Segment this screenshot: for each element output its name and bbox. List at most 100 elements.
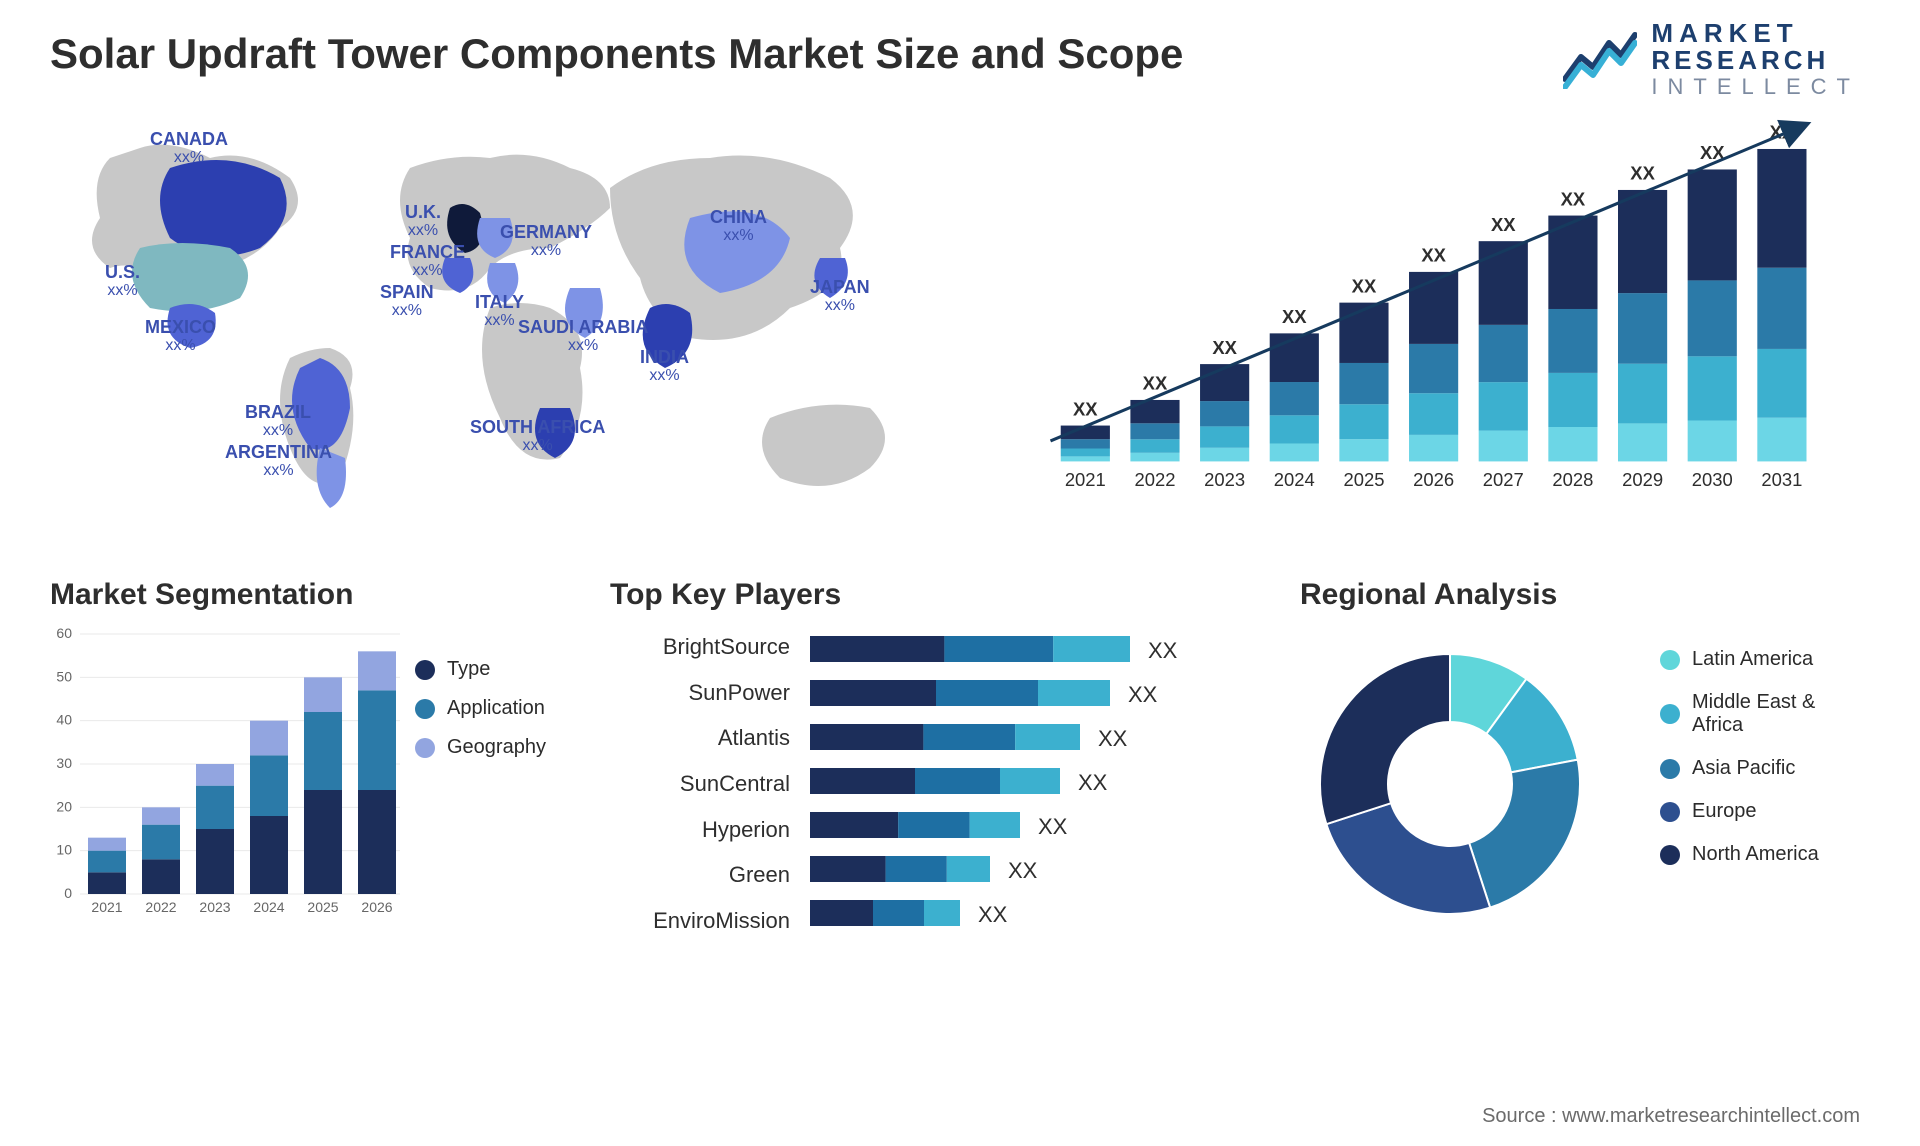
top-row: CANADAxx% U.S.xx%MEXICOxx% U.K.xx% FRANCExx… bbox=[50, 98, 1870, 538]
svg-text:2022: 2022 bbox=[145, 899, 176, 915]
legend-label: North America bbox=[1692, 843, 1819, 866]
svg-text:2029: 2029 bbox=[1622, 469, 1663, 490]
svg-text:30: 30 bbox=[56, 755, 72, 771]
svg-text:2021: 2021 bbox=[91, 899, 122, 915]
logo-line3: INTELLECT bbox=[1651, 75, 1860, 98]
map-label: FRANCExx% bbox=[390, 243, 465, 279]
map-label: SOUTH AFRICAxx% bbox=[470, 418, 605, 454]
svg-text:2026: 2026 bbox=[1413, 469, 1454, 490]
map-label: ITALYxx% bbox=[475, 293, 524, 329]
svg-text:2031: 2031 bbox=[1761, 469, 1802, 490]
svg-text:2023: 2023 bbox=[1204, 469, 1245, 490]
logo-icon bbox=[1563, 29, 1637, 89]
map-label: SPAINxx% bbox=[380, 283, 434, 319]
page: Solar Updraft Tower Components Market Si… bbox=[0, 0, 1920, 1146]
svg-text:XX: XX bbox=[1078, 770, 1108, 795]
players-title: Top Key Players bbox=[610, 578, 1270, 612]
svg-text:20: 20 bbox=[56, 798, 72, 814]
svg-text:XX: XX bbox=[1212, 337, 1237, 358]
legend-label: Middle East & Africa bbox=[1692, 691, 1870, 737]
svg-text:2028: 2028 bbox=[1552, 469, 1593, 490]
segmentation-legend: Type Application Geography bbox=[415, 658, 546, 759]
map-label: GERMANYxx% bbox=[500, 223, 592, 259]
svg-text:XX: XX bbox=[1098, 726, 1128, 751]
regional-panel: Regional Analysis Latin America Middle Ea… bbox=[1300, 578, 1870, 958]
legend-label: Application bbox=[447, 697, 545, 720]
regional-donut bbox=[1300, 624, 1620, 924]
svg-text:2022: 2022 bbox=[1134, 469, 1175, 490]
player-name: EnviroMission bbox=[653, 908, 790, 934]
player-name: SunCentral bbox=[680, 771, 790, 797]
legend-swatch bbox=[1660, 845, 1680, 865]
svg-text:XX: XX bbox=[1561, 188, 1586, 209]
svg-text:2021: 2021 bbox=[1065, 469, 1106, 490]
legend-swatch bbox=[1660, 704, 1680, 724]
svg-text:0: 0 bbox=[64, 885, 72, 901]
map-label: INDIAxx% bbox=[640, 348, 689, 384]
svg-text:2027: 2027 bbox=[1483, 469, 1524, 490]
legend-swatch bbox=[415, 699, 435, 719]
legend-item: North America bbox=[1660, 843, 1870, 866]
regional-legend: Latin America Middle East & Africa Asia Pa… bbox=[1660, 648, 1870, 866]
legend-item: Middle East & Africa bbox=[1660, 691, 1870, 737]
segmentation-title: Market Segmentation bbox=[50, 578, 580, 612]
svg-text:40: 40 bbox=[56, 712, 72, 728]
map-label: SAUDI ARABIAxx% bbox=[518, 318, 648, 354]
regional-title: Regional Analysis bbox=[1300, 578, 1870, 612]
legend-item: Application bbox=[415, 697, 546, 720]
svg-text:2024: 2024 bbox=[253, 899, 284, 915]
segmentation-panel: Market Segmentation 01020304050602021202… bbox=[50, 578, 580, 958]
map-label: JAPANxx% bbox=[810, 278, 870, 314]
svg-text:XX: XX bbox=[1421, 245, 1446, 266]
logo-line1: MARKET bbox=[1651, 20, 1860, 47]
legend-swatch bbox=[1660, 802, 1680, 822]
growth-chart: XX 2021 XX 2022 XX 2023 XX 2024 XX 2025 XX 2026 XX 20… bbox=[1030, 98, 1870, 538]
map-label: U.S.xx% bbox=[105, 263, 140, 299]
svg-text:XX: XX bbox=[1352, 275, 1377, 296]
svg-text:2024: 2024 bbox=[1274, 469, 1315, 490]
brand-logo: MARKET RESEARCH INTELLECT bbox=[1563, 20, 1860, 98]
legend-item: Asia Pacific bbox=[1660, 757, 1870, 780]
svg-text:XX: XX bbox=[1148, 638, 1178, 663]
svg-text:XX: XX bbox=[1630, 163, 1655, 184]
svg-text:XX: XX bbox=[1282, 306, 1307, 327]
svg-text:XX: XX bbox=[1008, 858, 1038, 883]
legend-label: Europe bbox=[1692, 800, 1757, 823]
svg-text:XX: XX bbox=[978, 902, 1008, 927]
player-names: BrightSource SunPower Atlantis SunCentral Hy… bbox=[610, 624, 790, 944]
svg-text:10: 10 bbox=[56, 842, 72, 858]
legend-item: Latin America bbox=[1660, 648, 1870, 671]
logo-text: MARKET RESEARCH INTELLECT bbox=[1651, 20, 1860, 98]
svg-text:2025: 2025 bbox=[307, 899, 338, 915]
map-label: ARGENTINAxx% bbox=[225, 443, 332, 479]
svg-text:2025: 2025 bbox=[1343, 469, 1384, 490]
player-name: BrightSource bbox=[663, 634, 790, 660]
legend-label: Geography bbox=[447, 736, 546, 759]
svg-text:XX: XX bbox=[1143, 373, 1168, 394]
svg-text:XX: XX bbox=[1128, 682, 1158, 707]
map-label: U.K.xx% bbox=[405, 203, 441, 239]
source-label: Source : www.marketresearchintellect.com bbox=[1482, 1105, 1860, 1128]
legend-swatch bbox=[415, 738, 435, 758]
player-name: Atlantis bbox=[718, 725, 790, 751]
legend-item: Geography bbox=[415, 736, 546, 759]
map-label: MEXICOxx% bbox=[145, 318, 216, 354]
svg-text:2023: 2023 bbox=[199, 899, 230, 915]
legend-item: Europe bbox=[1660, 800, 1870, 823]
players-panel: Top Key Players BrightSource SunPower Atla… bbox=[610, 578, 1270, 958]
svg-text:XX: XX bbox=[1491, 214, 1516, 235]
legend-label: Asia Pacific bbox=[1692, 757, 1795, 780]
player-name: SunPower bbox=[688, 680, 790, 706]
player-bars: XXXXXXXXXXXXXX bbox=[810, 624, 1270, 944]
legend-label: Type bbox=[447, 658, 490, 681]
legend-label: Latin America bbox=[1692, 648, 1813, 671]
legend-swatch bbox=[415, 660, 435, 680]
map-label: CANADAxx% bbox=[150, 130, 228, 166]
bottom-row: Market Segmentation 01020304050602021202… bbox=[50, 578, 1870, 958]
segmentation-chart: 0102030405060202120222023202420252026 bbox=[50, 624, 400, 924]
world-map: CANADAxx% U.S.xx%MEXICOxx% U.K.xx% FRANCExx… bbox=[50, 98, 990, 538]
legend-item: Type bbox=[415, 658, 546, 681]
legend-swatch bbox=[1660, 650, 1680, 670]
player-name: Hyperion bbox=[702, 817, 790, 843]
svg-text:XX: XX bbox=[1038, 814, 1068, 839]
